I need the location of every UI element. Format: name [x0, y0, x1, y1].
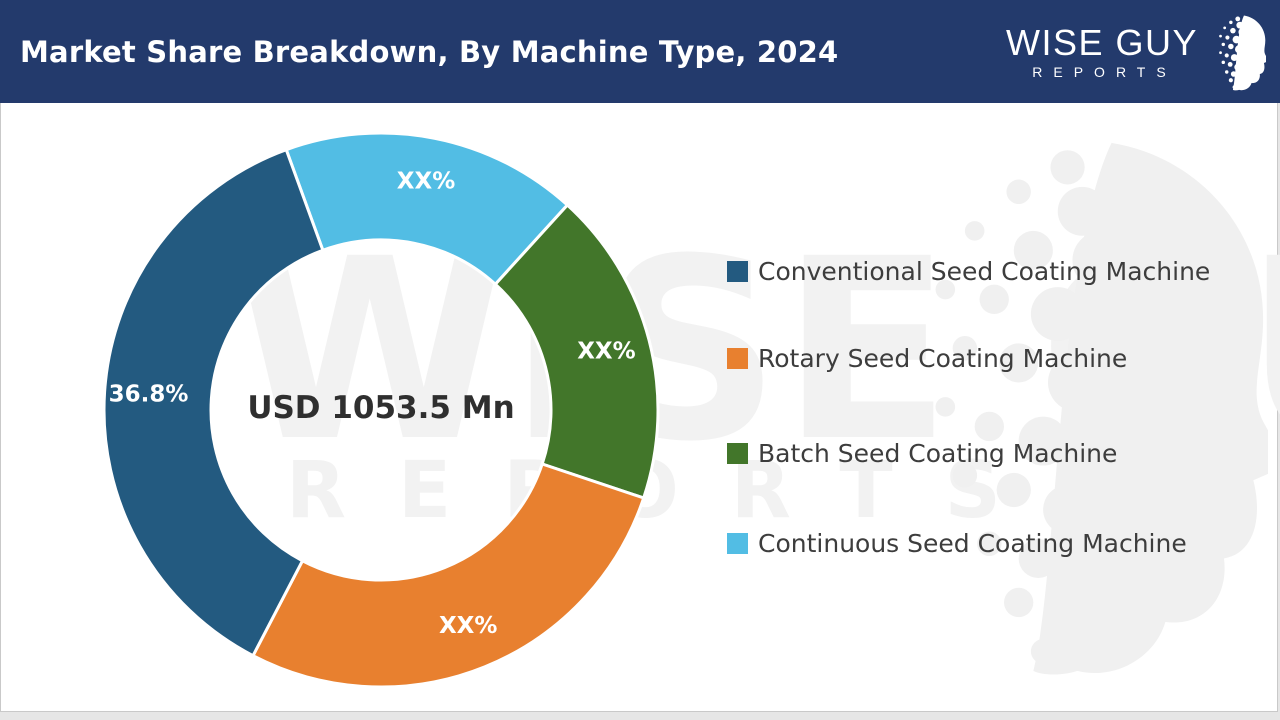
brand-subtitle: REPORTS [1032, 64, 1177, 81]
page-title: Market Share Breakdown, By Machine Type,… [20, 34, 839, 69]
brand-wordmark: WISE GUY REPORTS [1005, 21, 1198, 81]
brand-logo: WISE GUY REPORTS [1006, 5, 1266, 99]
header-bar: Market Share Breakdown, By Machine Type,… [0, 0, 1280, 103]
brand-name: WISE GUY [1005, 21, 1198, 63]
chart-center-total: USD 1053.5 Mn [247, 390, 515, 426]
brand-face-icon [1219, 15, 1266, 91]
